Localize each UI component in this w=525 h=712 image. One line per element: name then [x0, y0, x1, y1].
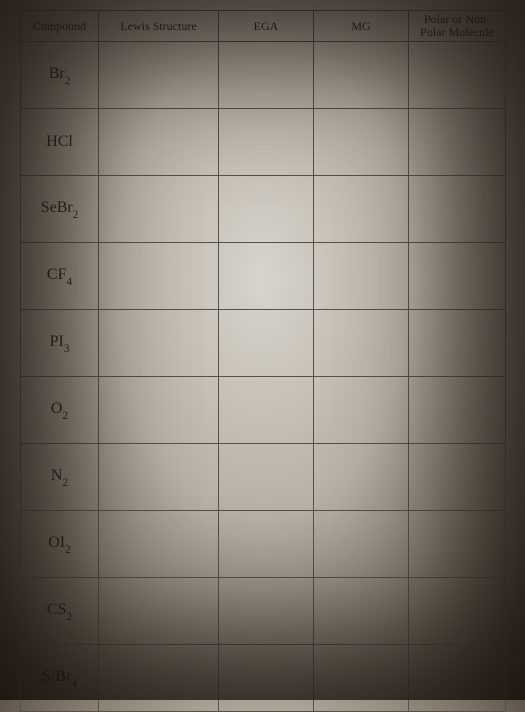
- compound-base: Br: [49, 65, 65, 82]
- table-row: OI2: [21, 511, 506, 578]
- empty-cell: [99, 377, 219, 444]
- empty-cell: [99, 176, 219, 243]
- empty-cell: [314, 645, 409, 712]
- compound-base: PI: [50, 333, 64, 350]
- table-row: CS2: [21, 578, 506, 645]
- compound-base: CS: [47, 601, 67, 618]
- empty-cell: [219, 444, 314, 511]
- empty-cell: [99, 578, 219, 645]
- compound-cell: HCl: [21, 109, 99, 176]
- empty-cell: [219, 176, 314, 243]
- compound-subscript: 2: [65, 75, 71, 87]
- compound-base: SiBr: [42, 668, 71, 685]
- table-row: N2: [21, 444, 506, 511]
- compound-base: N: [51, 467, 63, 484]
- empty-cell: [219, 109, 314, 176]
- empty-cell: [409, 578, 506, 645]
- table-body: Br2HClSeBr2CF4PI3O2N2OI2CS2SiBr4: [21, 42, 506, 712]
- empty-cell: [219, 645, 314, 712]
- empty-cell: [409, 645, 506, 712]
- empty-cell: [314, 310, 409, 377]
- empty-cell: [219, 310, 314, 377]
- compound-subscript: 2: [65, 544, 71, 556]
- compound-cell: Br2: [21, 42, 99, 109]
- empty-cell: [314, 578, 409, 645]
- compound-subscript: 2: [73, 209, 79, 221]
- compound-cell: SiBr4: [21, 645, 99, 712]
- header-lewis: Lewis Structure: [99, 11, 219, 42]
- compound-subscript: 3: [64, 343, 70, 355]
- compound-table: Compound Lewis Structure EGA MG Polar or…: [20, 10, 506, 712]
- empty-cell: [314, 109, 409, 176]
- empty-cell: [219, 42, 314, 109]
- header-mg: MG: [314, 11, 409, 42]
- compound-base: SeBr: [41, 199, 73, 216]
- compound-base: CF: [47, 266, 67, 283]
- compound-subscript: 2: [62, 477, 68, 489]
- header-compound: Compound: [21, 11, 99, 42]
- compound-cell: CS2: [21, 578, 99, 645]
- compound-cell: CF4: [21, 243, 99, 310]
- header-polar: Polar or Non- Polar Molecule: [409, 11, 506, 42]
- compound-base: OI: [48, 534, 65, 551]
- table-row: CF4: [21, 243, 506, 310]
- empty-cell: [409, 109, 506, 176]
- empty-cell: [314, 377, 409, 444]
- empty-cell: [219, 511, 314, 578]
- empty-cell: [99, 444, 219, 511]
- empty-cell: [219, 243, 314, 310]
- empty-cell: [99, 109, 219, 176]
- empty-cell: [409, 511, 506, 578]
- empty-cell: [314, 444, 409, 511]
- table-row: SeBr2: [21, 176, 506, 243]
- compound-cell: SeBr2: [21, 176, 99, 243]
- table-row: HCl: [21, 109, 506, 176]
- empty-cell: [219, 377, 314, 444]
- compound-cell: N2: [21, 444, 99, 511]
- empty-cell: [99, 243, 219, 310]
- table-row: Br2: [21, 42, 506, 109]
- table-row: SiBr4: [21, 645, 506, 712]
- empty-cell: [314, 42, 409, 109]
- empty-cell: [314, 176, 409, 243]
- empty-cell: [314, 511, 409, 578]
- compound-base: O: [51, 400, 63, 417]
- header-ega: EGA: [219, 11, 314, 42]
- empty-cell: [219, 578, 314, 645]
- compound-subscript: 2: [62, 410, 68, 422]
- worksheet-sheet: Compound Lewis Structure EGA MG Polar or…: [20, 10, 505, 712]
- empty-cell: [409, 444, 506, 511]
- compound-subscript: 2: [66, 611, 72, 623]
- header-row: Compound Lewis Structure EGA MG Polar or…: [21, 11, 506, 42]
- table-row: PI3: [21, 310, 506, 377]
- table-row: O2: [21, 377, 506, 444]
- empty-cell: [99, 42, 219, 109]
- empty-cell: [409, 176, 506, 243]
- empty-cell: [99, 645, 219, 712]
- empty-cell: [409, 377, 506, 444]
- compound-base: HCl: [46, 133, 73, 150]
- compound-cell: O2: [21, 377, 99, 444]
- empty-cell: [99, 310, 219, 377]
- compound-subscript: 4: [66, 276, 72, 288]
- empty-cell: [314, 243, 409, 310]
- compound-cell: PI3: [21, 310, 99, 377]
- empty-cell: [409, 310, 506, 377]
- empty-cell: [409, 243, 506, 310]
- empty-cell: [409, 42, 506, 109]
- compound-subscript: 4: [71, 678, 77, 690]
- compound-cell: OI2: [21, 511, 99, 578]
- empty-cell: [99, 511, 219, 578]
